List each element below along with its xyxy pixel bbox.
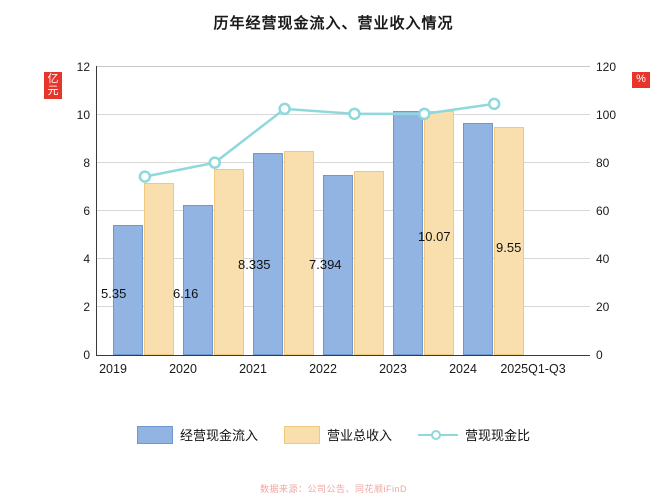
legend-label-revenue: 营业总收入 <box>326 428 392 443</box>
y-axis-left-tick-12: 12 <box>76 60 90 74</box>
bar-cash-2022[interactable] <box>323 175 353 355</box>
y-axis-left-tick-6: 6 <box>83 204 90 218</box>
bar-cash-2021[interactable] <box>253 153 283 355</box>
legend-label-cash: 经营现金流入 <box>179 428 258 443</box>
legend-swatch-orange-icon <box>283 425 320 444</box>
legend-item-cash[interactable]: 经营现金流入 <box>136 425 258 444</box>
y-axis-left-tick-10: 10 <box>76 108 90 122</box>
legend-label-ratio: 营现现金比 <box>465 428 531 443</box>
bar-group-2019 <box>111 66 175 355</box>
bar-group-2024 <box>461 66 525 355</box>
gridline-8 <box>97 162 590 163</box>
y-axis-right-tick-120: 120 <box>596 60 617 74</box>
bar-group-2023 <box>391 66 455 355</box>
y-axis-right-tick-20: 20 <box>596 300 610 314</box>
y-axis-left-tick-4: 4 <box>83 252 90 266</box>
legend-swatch-line-icon <box>418 427 458 443</box>
ratio-point-2021[interactable] <box>278 102 291 116</box>
bar-cash-2024[interactable] <box>463 123 493 355</box>
bar-label-2022: 7.394 <box>309 257 342 272</box>
y-axis-left-tick-0: 0 <box>83 348 90 362</box>
legend-item-revenue[interactable]: 营业总收入 <box>283 425 392 444</box>
bar-label-2024: 9.55 <box>496 240 522 255</box>
chart-title: 历年经营现金流入、营业收入情况 <box>213 15 454 32</box>
legend: 经营现金流入 营业总收入 营现现金比 <box>0 425 667 444</box>
bar-label-2019: 5.35 <box>101 286 127 301</box>
bar-revenue-2022[interactable] <box>354 171 384 355</box>
bar-groups <box>97 66 590 355</box>
y-axis-left-tick-8: 8 <box>83 156 90 170</box>
y-axis-left-tick-2: 2 <box>83 300 90 314</box>
bar-cash-2019[interactable] <box>113 225 143 355</box>
x-axis-label-2021: 2021 <box>239 362 267 376</box>
ratio-point-2020[interactable] <box>208 156 221 169</box>
y-axis-right-tick-80: 80 <box>596 156 610 170</box>
x-axis-label-2024: 2024 <box>449 362 477 376</box>
legend-item-ratio[interactable]: 营现现金比 <box>418 425 530 444</box>
ratio-point-2019[interactable] <box>138 170 152 183</box>
gridline-12 <box>97 66 590 67</box>
ratio-point-2023[interactable] <box>418 107 431 121</box>
y-axis-right-unit: % <box>632 72 650 88</box>
bar-revenue-2021[interactable] <box>284 151 314 355</box>
y-axis-right-tick-0: 0 <box>596 348 603 362</box>
bar-label-2020: 6.16 <box>173 286 199 301</box>
bar-cash-2020[interactable] <box>183 205 213 355</box>
bar-cash-2023[interactable] <box>393 111 423 355</box>
y-axis-left-unit: 亿元 <box>44 72 62 100</box>
gridline-10 <box>97 114 590 115</box>
x-axis-label-2019: 2019 <box>99 362 127 376</box>
ratio-line-path <box>144 102 495 178</box>
bar-group-2020 <box>181 66 245 355</box>
bar-revenue-2019[interactable] <box>144 183 174 355</box>
x-axis-label-2022: 2022 <box>309 362 337 376</box>
bar-group-2022 <box>321 66 385 355</box>
chart-footer-source: 数据来源：公司公告、同花顺iFinD <box>259 484 407 494</box>
x-axis-label-2025q1q3: 2025Q1-Q3 <box>500 362 566 376</box>
x-axis-label-2023: 2023 <box>379 362 407 376</box>
bar-group-2021 <box>251 66 315 355</box>
bar-label-2021: 8.335 <box>238 257 271 272</box>
y-axis-right-tick-40: 40 <box>596 252 610 266</box>
bar-revenue-2023[interactable] <box>424 111 454 355</box>
bar-revenue-2024[interactable] <box>494 127 524 355</box>
bar-revenue-2020[interactable] <box>214 169 244 355</box>
y-axis-right-tick-60: 60 <box>596 204 610 218</box>
y-axis-right-tick-100: 100 <box>596 108 617 122</box>
plot-area <box>96 66 590 356</box>
x-axis-label-2020: 2020 <box>169 362 197 376</box>
ratio-point-2022[interactable] <box>348 107 361 121</box>
bar-label-2023: 10.07 <box>418 229 451 244</box>
ratio-point-2024[interactable] <box>487 97 501 111</box>
ratio-line <box>138 97 501 183</box>
legend-swatch-blue-icon <box>136 425 173 444</box>
